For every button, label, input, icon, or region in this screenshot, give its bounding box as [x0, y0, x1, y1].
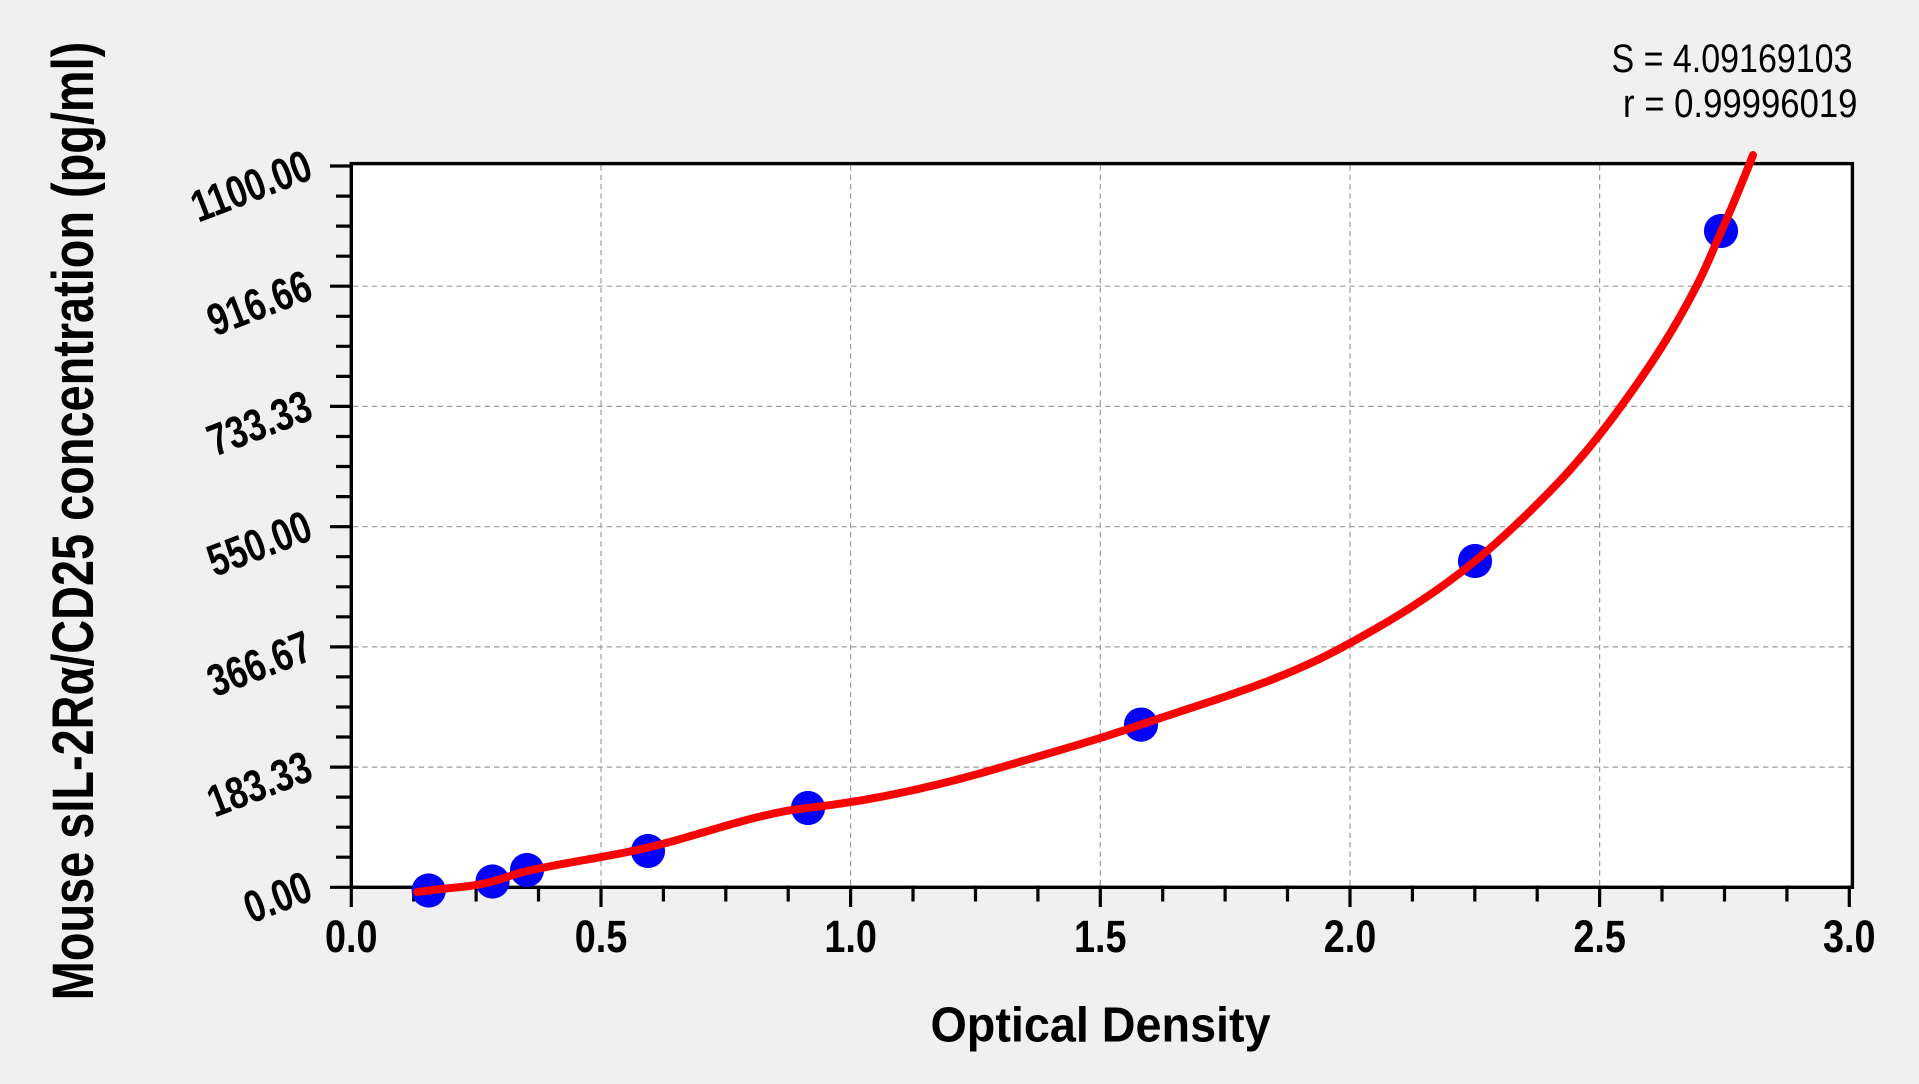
- svg-text:3.0: 3.0: [1823, 911, 1876, 962]
- svg-text:Optical Density: Optical Density: [930, 999, 1270, 1053]
- svg-text:0.5: 0.5: [575, 911, 628, 962]
- svg-text:2.0: 2.0: [1324, 911, 1377, 962]
- svg-text:Mouse sIL-2Rα/CD25 concentrati: Mouse sIL-2Rα/CD25 concentration (pg/ml): [41, 42, 106, 1000]
- svg-text:S = 4.09169103: S = 4.09169103: [1611, 37, 1852, 81]
- svg-text:1.5: 1.5: [1074, 911, 1127, 962]
- svg-text:0.0: 0.0: [325, 911, 378, 962]
- svg-text:1.0: 1.0: [824, 911, 877, 962]
- svg-text:r = 0.99996019: r = 0.99996019: [1623, 81, 1857, 126]
- svg-text:2.5: 2.5: [1573, 911, 1626, 962]
